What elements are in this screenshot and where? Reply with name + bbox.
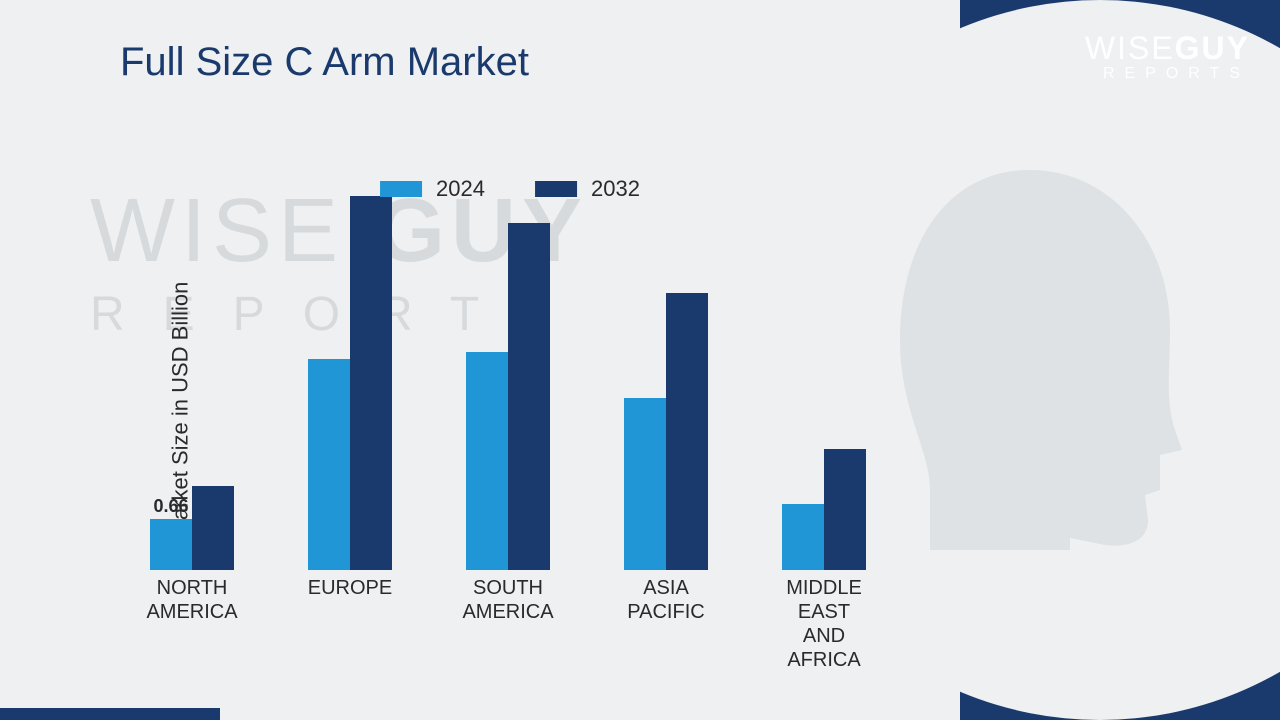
bottom-accent-bar <box>0 708 220 720</box>
bar <box>466 352 508 570</box>
bar <box>308 359 350 570</box>
bar <box>192 486 234 570</box>
x-axis-label: MIDDLE EAST AND AFRICA <box>786 576 862 672</box>
bar-value-label: 0.66 <box>150 496 192 517</box>
x-axis-label: SOUTH AMERICA <box>462 576 553 624</box>
legend-label: 2024 <box>436 176 485 202</box>
bar: 0.66 <box>150 519 192 570</box>
bar <box>624 398 666 570</box>
legend: 2024 2032 <box>380 176 640 202</box>
plot-area: 2024 2032 0.66NORTH AMERICAEUROPESOUTH A… <box>130 180 890 570</box>
legend-label: 2032 <box>591 176 640 202</box>
bar <box>824 449 866 570</box>
bar <box>350 196 392 570</box>
bar-group: EUROPE <box>308 196 392 570</box>
bar-chart: Market Size in USD Billion 2024 2032 0.6… <box>60 150 910 670</box>
logo-text-guy: GUY <box>1175 30 1250 66</box>
bar <box>508 223 550 570</box>
brand-logo: WISEGUY REPORTS <box>1085 30 1250 83</box>
bar-group: MIDDLE EAST AND AFRICA <box>782 449 866 570</box>
page: WISEGUY REPORTS Full Size C Arm Market W… <box>0 0 1280 720</box>
bar-group: 0.66NORTH AMERICA <box>150 486 234 570</box>
x-axis-label: NORTH AMERICA <box>146 576 237 624</box>
bar <box>666 293 708 570</box>
head-silhouette-icon <box>870 150 1190 550</box>
legend-swatch <box>380 181 422 197</box>
legend-swatch <box>535 181 577 197</box>
bar-group: SOUTH AMERICA <box>466 223 550 570</box>
legend-item-2024: 2024 <box>380 176 485 202</box>
legend-item-2032: 2032 <box>535 176 640 202</box>
x-axis-label: EUROPE <box>308 576 392 600</box>
bar <box>782 504 824 570</box>
logo-text-wise: WISE <box>1085 30 1175 66</box>
logo-text-reports: REPORTS <box>1085 65 1250 83</box>
bar-group: ASIA PACIFIC <box>624 293 708 570</box>
chart-title: Full Size C Arm Market <box>120 40 529 85</box>
x-axis-label: ASIA PACIFIC <box>627 576 704 624</box>
